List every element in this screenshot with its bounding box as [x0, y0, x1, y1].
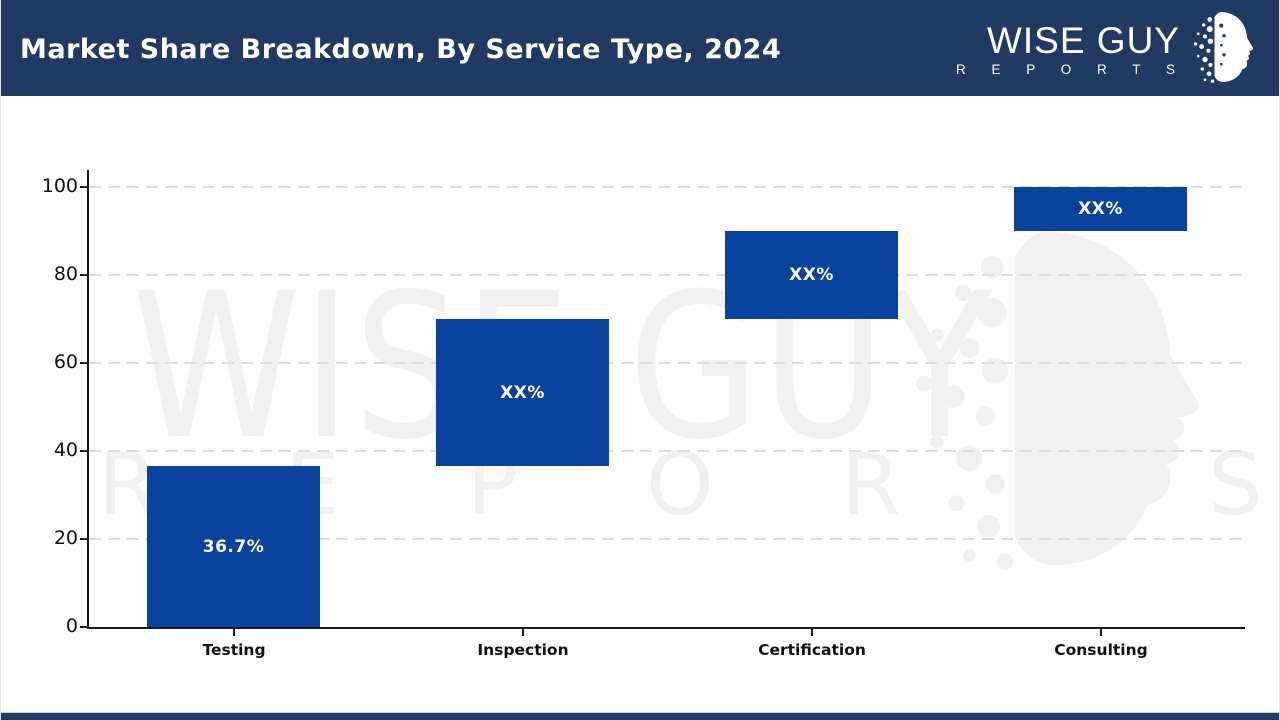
x-tick-label-testing: Testing: [202, 641, 266, 659]
bar-value-label: XX%: [789, 265, 834, 285]
y-tick-label: 60: [53, 351, 78, 373]
bar-value-label: XX%: [1078, 199, 1123, 219]
y-axis-tick: [80, 274, 87, 276]
grid-line: [89, 274, 1245, 276]
y-axis-tick: [80, 626, 87, 628]
plot-area: 36.7% XX% XX% XX%: [89, 186, 1245, 627]
bar-certification: XX%: [725, 231, 898, 319]
logo-head-profile-icon: [1182, 10, 1266, 88]
x-tick-label-consulting: Consulting: [1054, 641, 1148, 659]
wise-guy-reports-logo: WISE GUY R E P O R T S: [956, 8, 1266, 90]
y-axis-tick: [80, 538, 87, 540]
y-tick-label: 0: [65, 615, 78, 637]
y-tick-label: 100: [41, 175, 78, 197]
bar-consulting: XX%: [1014, 187, 1187, 231]
y-tick-label: 40: [53, 439, 78, 461]
logo-wordmark: WISE GUY: [986, 20, 1180, 61]
footer-bar: [0, 713, 1280, 720]
bar-value-label: 36.7%: [202, 536, 265, 557]
y-axis-tick: [80, 450, 87, 452]
y-axis-tick: [80, 362, 87, 364]
header-bar: Market Share Breakdown, By Service Type,…: [0, 0, 1280, 96]
x-axis-tick: [233, 629, 235, 636]
x-axis-tick: [1100, 629, 1102, 636]
x-axis-line: [87, 627, 1245, 629]
grid-line: [89, 186, 1245, 188]
grid-line: [89, 362, 1245, 364]
bar-testing: 36.7%: [147, 466, 320, 627]
y-tick-label: 80: [53, 263, 78, 285]
bar-value-label: XX%: [500, 382, 545, 403]
x-tick-label-certification: Certification: [758, 641, 866, 659]
y-axis-line: [87, 170, 89, 629]
grid-line: [89, 538, 1245, 540]
x-tick-label-inspection: Inspection: [477, 641, 569, 659]
y-axis-tick: [80, 186, 87, 188]
bar-inspection: XX%: [436, 319, 609, 466]
page-title: Market Share Breakdown, By Service Type,…: [20, 34, 782, 65]
footer-divider: [0, 712, 1280, 713]
logo-subtitle: R E P O R T S: [955, 62, 1186, 77]
grid-line: [89, 450, 1245, 452]
y-tick-label: 20: [53, 527, 78, 549]
x-axis-tick: [522, 629, 524, 636]
x-axis-tick: [811, 629, 813, 636]
